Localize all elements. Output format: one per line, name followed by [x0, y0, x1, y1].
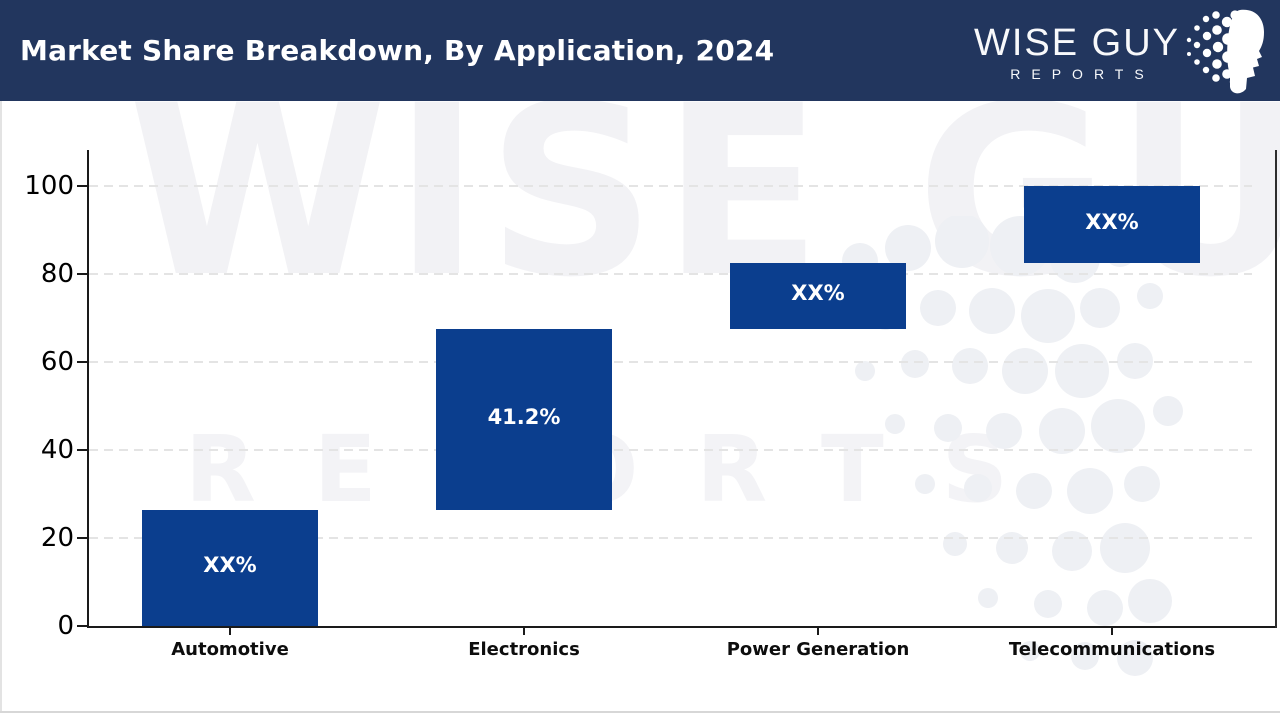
bar-electronics [436, 329, 612, 511]
y-tick-label: 0 [57, 611, 74, 641]
x-tick-label: Power Generation [726, 639, 910, 660]
x-tick-mark [1111, 626, 1113, 635]
right-axis-spine [1275, 150, 1277, 628]
x-tick-label: Telecommunications [1008, 639, 1216, 660]
x-tick-mark [229, 626, 231, 635]
x-axis-spine [87, 626, 1277, 628]
y-tick-label: 60 [40, 347, 74, 377]
y-axis-spine [87, 150, 89, 628]
y-tick-mark [77, 273, 87, 275]
x-tick-label: Automotive [171, 639, 289, 660]
gridline-y60 [89, 361, 1252, 363]
y-tick-label: 20 [40, 523, 74, 553]
y-tick-mark [77, 185, 87, 187]
y-tick-mark [77, 449, 87, 451]
gridline-y40 [89, 449, 1252, 451]
x-tick-label: Electronics [468, 639, 580, 660]
gridline-y100 [89, 185, 1252, 187]
y-tick-mark [77, 361, 87, 363]
bar-value-label: XX% [791, 281, 845, 305]
bar-value-label: 41.2% [487, 404, 561, 429]
y-tick-label: 100 [24, 171, 74, 201]
left-edge-line [0, 101, 2, 712]
gridline-y80 [89, 273, 1252, 275]
y-tick-mark [77, 625, 87, 627]
wiseguy-logo: WISE GUY REPORTS [974, 8, 1266, 96]
x-tick-mark [523, 626, 525, 635]
bar-value-label: XX% [1085, 209, 1139, 234]
logo-wordmark: WISE GUY [973, 22, 1180, 64]
y-tick-label: 40 [40, 435, 74, 465]
gridline-y20 [89, 537, 1252, 539]
x-tick-mark [817, 626, 819, 635]
bottom-edge-line [0, 711, 1280, 713]
y-tick-mark [77, 537, 87, 539]
page-title: Market Share Breakdown, By Application, … [20, 34, 775, 67]
logo-subtext: REPORTS [1010, 66, 1155, 82]
y-tick-label: 80 [40, 259, 74, 289]
header-bar: Market Share Breakdown, By Application, … [0, 0, 1280, 101]
bar-automotive [142, 510, 318, 626]
bar-value-label: XX% [203, 553, 257, 578]
logo-head-icon [1186, 9, 1264, 94]
